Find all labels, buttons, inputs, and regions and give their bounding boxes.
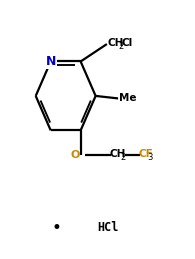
Text: Cl: Cl [121,38,133,48]
Text: O: O [70,150,80,160]
Text: CH: CH [108,38,124,48]
Text: HCl: HCl [98,221,119,234]
Text: 2: 2 [121,153,126,162]
Text: CF: CF [139,149,153,159]
Text: 2: 2 [119,41,124,51]
Text: CH: CH [110,149,126,159]
Text: 3: 3 [148,153,153,162]
Text: Me: Me [119,93,136,103]
Text: •: • [51,219,61,237]
Text: N: N [45,55,56,68]
